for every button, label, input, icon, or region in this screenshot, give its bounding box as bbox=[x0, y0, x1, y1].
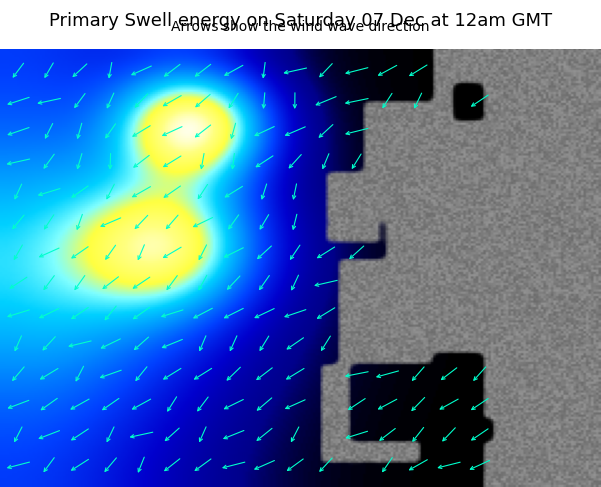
Text: Arrows show the wind wave direction: Arrows show the wind wave direction bbox=[171, 20, 430, 34]
Text: Primary Swell energy on Saturday 07 Dec at 12am GMT: Primary Swell energy on Saturday 07 Dec … bbox=[49, 12, 552, 30]
